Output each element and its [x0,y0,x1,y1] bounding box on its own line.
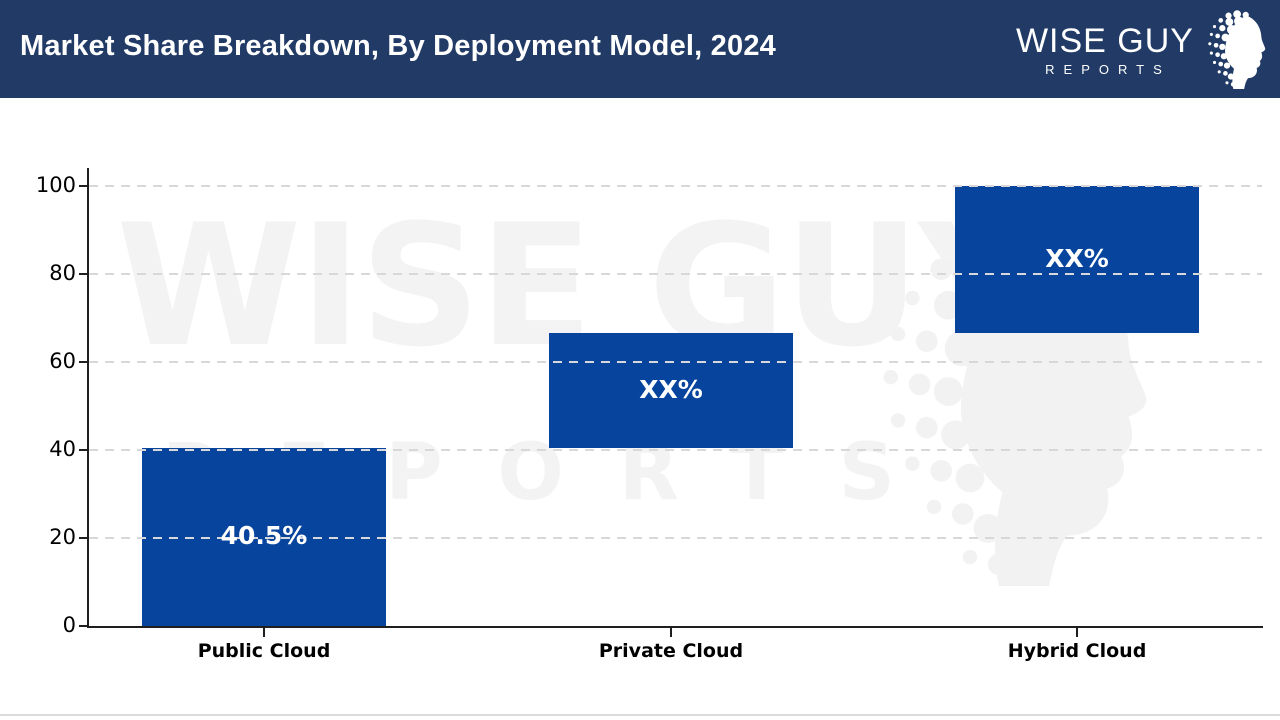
x-category-label: Private Cloud [598,640,744,662]
y-tick-40 [79,449,87,451]
header-bar: Market Share Breakdown, By Deployment Mo… [0,0,1280,98]
gridline-20 [89,537,1262,539]
y-tick-label: 80 [49,261,76,285]
y-tick-0 [79,625,87,627]
y-axis-line [87,168,89,628]
x-tick-3 [1076,628,1078,637]
x-category-label: Public Cloud [197,640,331,662]
y-tick-label: 60 [49,349,76,373]
logo-text: WISE GUY REPORTS [1015,22,1194,77]
y-tick-60 [79,361,87,363]
footer-divider [0,714,1280,716]
bar-value-label: XX% [639,374,703,404]
gridline-40 [89,449,1262,451]
bar-value-label: XX% [1045,243,1109,273]
gridline-80 [89,273,1262,275]
bar-private-cloud [549,333,793,448]
y-tick-100 [79,185,87,187]
x-axis-line [87,626,1263,628]
y-tick-label: 0 [62,613,76,637]
y-tick-label: 40 [49,437,76,461]
y-tick-20 [79,537,87,539]
bar-public-cloud [142,447,386,626]
y-tick-label: 100 [35,173,76,197]
gridline-60 [89,361,1262,363]
logo-subtext: REPORTS [1045,61,1171,77]
x-tick-2 [670,628,672,637]
wiseguy-logo: WISE GUY REPORTS [1016,8,1266,92]
x-tick-1 [263,628,265,637]
x-category-label: Hybrid Cloud [1007,640,1147,662]
chart-title: Market Share Breakdown, By Deployment Mo… [20,29,776,62]
y-tick-label: 20 [49,525,76,549]
logo-wordmark: WISE GUY [1015,22,1194,61]
chart-canvas: WISE GUY REPORTS 40.5% XX% XX% 0 20 40 60 80 100… [0,98,1280,720]
bar-value-label: 40.5% [220,520,308,550]
gridline-100 [89,185,1262,187]
y-tick-80 [79,273,87,275]
